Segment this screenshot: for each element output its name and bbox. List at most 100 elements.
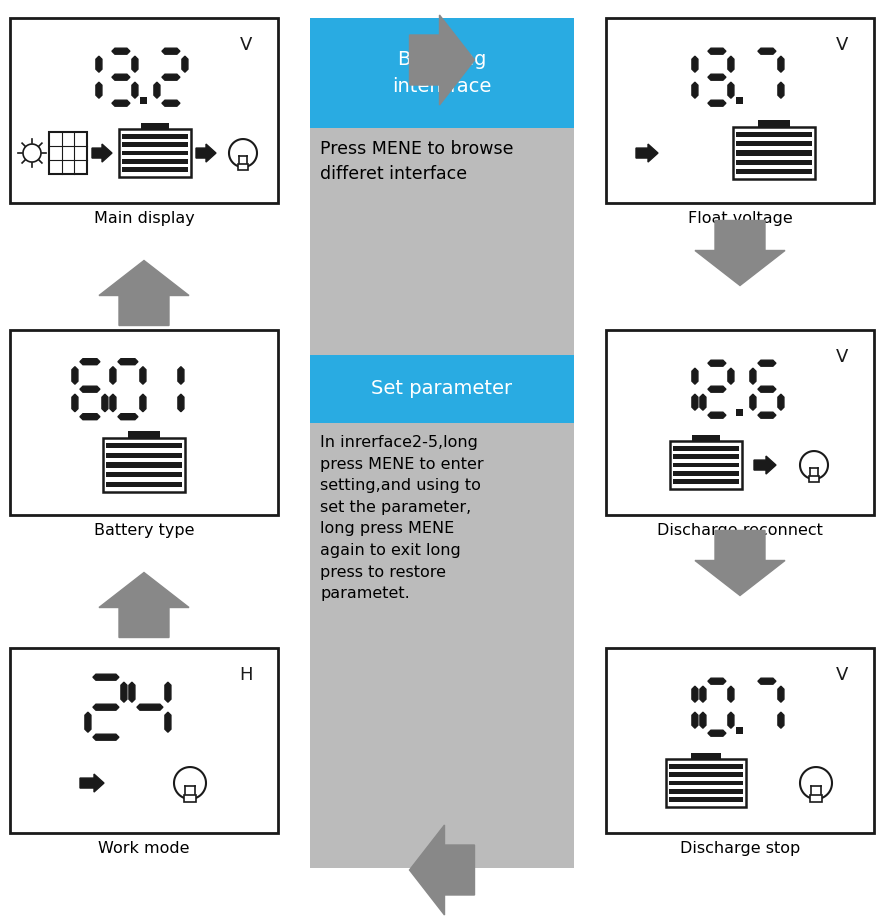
Text: Discharge reconnect: Discharge reconnect [657,523,823,538]
Bar [736,132,812,137]
Polygon shape [695,221,785,286]
Bar [673,446,739,451]
Polygon shape [754,456,776,474]
Text: Browsing
intenrface: Browsing intenrface [392,50,492,96]
Bar [310,18,574,868]
Bar [106,482,182,486]
Polygon shape [162,49,180,54]
Text: Main display: Main display [94,211,194,226]
Polygon shape [708,678,726,684]
Polygon shape [72,366,78,384]
Bar [140,97,147,104]
Polygon shape [692,56,698,72]
Bar [122,159,188,164]
Polygon shape [758,387,776,392]
Bar [185,795,195,802]
Bar [103,438,185,492]
Polygon shape [80,387,100,392]
Bar [122,168,188,172]
Text: Press MENE to browse
differet interface: Press MENE to browse differet interface [320,140,514,183]
Bar [669,772,743,777]
Bar [10,18,278,203]
Polygon shape [129,682,135,703]
Bar [673,463,739,467]
Polygon shape [118,359,138,365]
Text: Work mode: Work mode [98,841,190,856]
Polygon shape [23,144,41,162]
Polygon shape [80,414,100,420]
Polygon shape [178,366,184,384]
Polygon shape [708,100,726,106]
Text: Set parameter: Set parameter [371,379,513,398]
Polygon shape [800,451,828,479]
Polygon shape [800,767,832,799]
Bar [669,764,743,769]
Polygon shape [778,686,784,703]
Polygon shape [409,825,475,915]
Polygon shape [750,368,756,384]
Text: V: V [835,348,848,366]
Polygon shape [708,360,726,366]
Bar [692,435,720,441]
Polygon shape [708,412,726,419]
Bar [106,463,182,468]
Polygon shape [162,100,180,106]
Polygon shape [140,394,146,411]
Bar [669,780,743,785]
Polygon shape [700,394,706,410]
Polygon shape [692,394,698,410]
Bar [669,798,743,802]
Polygon shape [778,713,784,728]
Polygon shape [700,686,706,703]
Polygon shape [154,82,160,98]
Bar [49,132,87,174]
Polygon shape [708,74,726,81]
Polygon shape [182,56,188,72]
Polygon shape [99,260,189,325]
Polygon shape [778,82,784,98]
Bar [10,648,278,833]
Polygon shape [92,144,112,162]
Polygon shape [728,686,734,703]
Bar [106,443,182,449]
Bar [666,759,746,807]
Polygon shape [692,368,698,384]
Polygon shape [708,387,726,392]
Text: V: V [240,37,252,54]
Polygon shape [85,713,91,732]
Bar [669,789,743,794]
Text: Float voltage: Float voltage [688,211,792,226]
Bar [736,169,812,174]
Polygon shape [728,713,734,728]
Polygon shape [692,713,698,728]
Polygon shape [165,713,171,732]
Bar [128,431,160,438]
Bar [735,409,743,416]
Polygon shape [93,674,119,681]
Bar [735,97,743,104]
Polygon shape [96,56,102,72]
Bar [673,471,739,475]
Polygon shape [229,139,257,167]
Polygon shape [778,394,784,410]
Polygon shape [132,56,138,72]
Bar [606,648,874,833]
Polygon shape [162,74,180,81]
Bar [673,479,739,485]
Bar [690,753,721,759]
Bar [673,454,739,459]
Polygon shape [636,144,658,162]
Polygon shape [96,82,102,98]
Polygon shape [758,412,776,419]
Polygon shape [102,394,108,411]
Polygon shape [700,713,706,728]
Polygon shape [121,682,127,703]
Bar [141,123,169,129]
Bar [736,159,812,165]
Bar [238,164,248,169]
Bar [606,18,874,203]
Text: Discharge stop: Discharge stop [680,841,800,856]
Bar [310,355,574,423]
Polygon shape [728,56,734,72]
Bar [122,151,188,156]
